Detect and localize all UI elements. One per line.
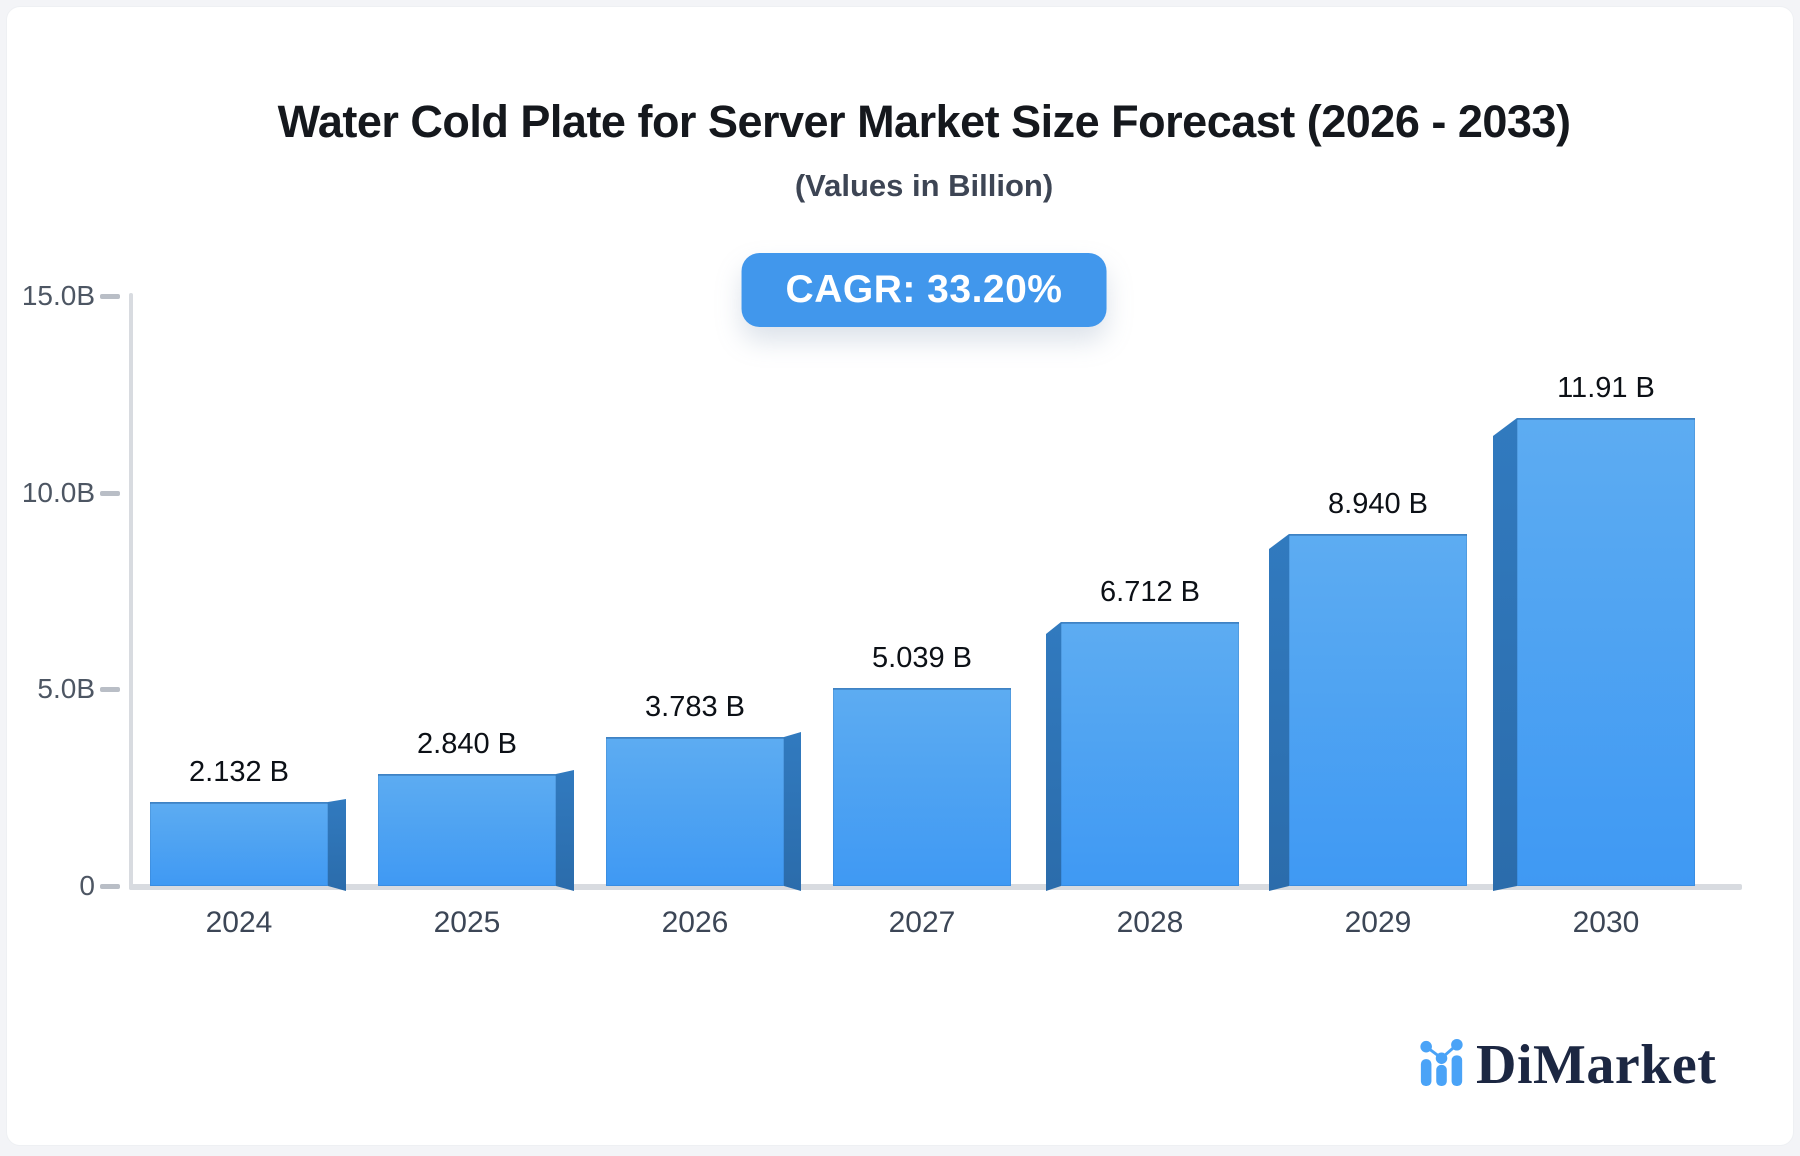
bar-value-label: 8.940 B bbox=[1328, 488, 1428, 520]
bar-2026-side bbox=[784, 732, 801, 891]
bar-2024[interactable] bbox=[150, 802, 328, 886]
bar-value-label: 3.783 B bbox=[645, 691, 745, 723]
cagr-badge: CAGR: 33.20% bbox=[741, 253, 1107, 327]
bar-chart-logo-icon bbox=[1420, 1039, 1463, 1087]
y-axis-line bbox=[129, 293, 133, 890]
bar-value-label: 11.91 B bbox=[1557, 372, 1655, 404]
bar-2027[interactable] bbox=[833, 688, 1011, 886]
y-axis-tick-mark bbox=[100, 687, 120, 692]
x-axis-line bbox=[129, 884, 1742, 890]
x-axis-label-2027: 2027 bbox=[888, 906, 956, 939]
bar-2026[interactable] bbox=[606, 737, 784, 886]
bar-2030-side bbox=[1493, 418, 1517, 891]
y-axis-tick-mark bbox=[100, 884, 120, 889]
bar-value-label: 2.840 B bbox=[417, 728, 517, 760]
bar-2024-side bbox=[328, 799, 346, 891]
bar-2028[interactable] bbox=[1061, 622, 1239, 886]
bar-value-label: 5.039 B bbox=[872, 642, 972, 674]
y-axis-tick-mark bbox=[100, 491, 120, 496]
y-axis-tick-label: 5.0B bbox=[37, 673, 95, 704]
cagr-badge-label: CAGR: 33.20% bbox=[785, 268, 1063, 311]
y-axis-tick-label: 10.0B bbox=[21, 477, 95, 508]
x-axis-label-2025: 2025 bbox=[433, 906, 501, 939]
x-axis-label-2029: 2029 bbox=[1344, 906, 1412, 939]
y-axis-tick-label: 15.0B bbox=[21, 280, 95, 311]
bar-value-label: 6.712 B bbox=[1100, 576, 1200, 608]
x-axis-label-2028: 2028 bbox=[1116, 906, 1184, 939]
bar-2029-side bbox=[1269, 534, 1289, 891]
chart-subtitle: (Values in Billion) bbox=[794, 168, 1054, 203]
y-axis-tick-mark bbox=[100, 294, 120, 299]
bar-2025[interactable] bbox=[378, 774, 556, 886]
x-axis-label-2026: 2026 bbox=[661, 906, 729, 939]
dimarket-logo: DiMarket bbox=[1418, 1036, 1716, 1094]
bar-value-label: 2.132 B bbox=[189, 756, 289, 788]
x-axis-label-2030: 2030 bbox=[1572, 906, 1640, 939]
brand-name: DiMarket bbox=[1476, 1034, 1717, 1096]
chart-title: Water Cold Plate for Server Market Size … bbox=[277, 96, 1571, 147]
y-axis-tick-label: 0 bbox=[79, 870, 95, 901]
bar-2028-side bbox=[1046, 622, 1061, 891]
bar-2029[interactable] bbox=[1289, 534, 1467, 886]
bar-2030[interactable] bbox=[1517, 418, 1695, 886]
bar-2025-side bbox=[556, 770, 574, 891]
x-axis-label-2024: 2024 bbox=[205, 906, 273, 939]
